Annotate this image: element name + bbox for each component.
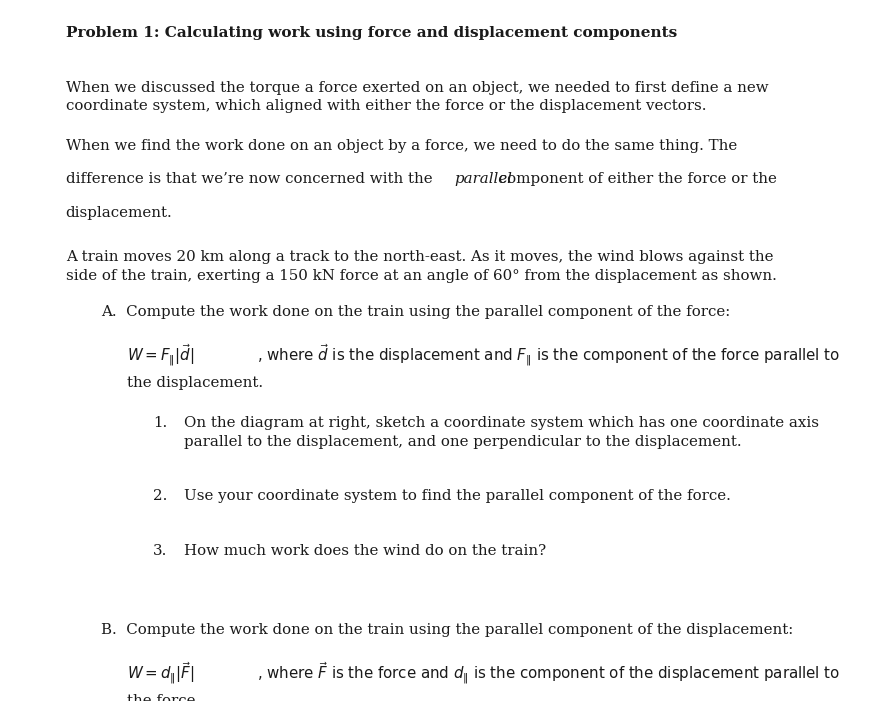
Text: How much work does the wind do on the train?: How much work does the wind do on the tr…	[184, 544, 546, 558]
Text: When we discussed the torque a force exerted on an object, we needed to first de: When we discussed the torque a force exe…	[66, 81, 768, 113]
Text: On the diagram at right, sketch a coordinate system which has one coordinate axi: On the diagram at right, sketch a coordi…	[184, 416, 819, 449]
Text: component of either the force or the: component of either the force or the	[493, 172, 776, 186]
Text: When we find the work done on an object by a force, we need to do the same thing: When we find the work done on an object …	[66, 139, 805, 189]
Text: Use your coordinate system to find the parallel component of the force.: Use your coordinate system to find the p…	[184, 489, 731, 503]
Text: When we find the work done on an object by a force, we need to do the same thing: When we find the work done on an object …	[66, 139, 737, 153]
Text: , where $\vec{F}$ is the force and $d_{\|}$ is the component of the displacement: , where $\vec{F}$ is the force and $d_{\…	[257, 660, 840, 686]
Text: the displacement.: the displacement.	[127, 376, 263, 390]
Text: 1.: 1.	[153, 416, 167, 430]
Text: $W = F_{\|}|\vec{d}|$: $W = F_{\|}|\vec{d}|$	[127, 342, 194, 368]
Text: B.  Compute the work done on the train using the parallel component of the displ: B. Compute the work done on the train us…	[101, 623, 793, 637]
Text: , where $\vec{d}$ is the displacement and $F_{\|}$ is the component of the force: , where $\vec{d}$ is the displacement an…	[257, 342, 840, 368]
Text: displacement.: displacement.	[66, 206, 173, 220]
Text: 3.: 3.	[153, 544, 167, 558]
Text: A train moves 20 km along a track to the north-east. As it moves, the wind blows: A train moves 20 km along a track to the…	[66, 250, 777, 283]
Text: $W = d_{\|}|\vec{F}|$: $W = d_{\|}|\vec{F}|$	[127, 660, 194, 686]
Text: Problem 1: Calculating work using force and displacement components: Problem 1: Calculating work using force …	[66, 26, 677, 40]
Text: difference is that we’re now concerned with the: difference is that we’re now concerned w…	[66, 172, 437, 186]
Text: 2.: 2.	[153, 489, 167, 503]
Text: parallel: parallel	[454, 172, 512, 186]
Text: the force.: the force.	[127, 694, 201, 701]
Text: A.  Compute the work done on the train using the parallel component of the force: A. Compute the work done on the train us…	[101, 305, 730, 319]
